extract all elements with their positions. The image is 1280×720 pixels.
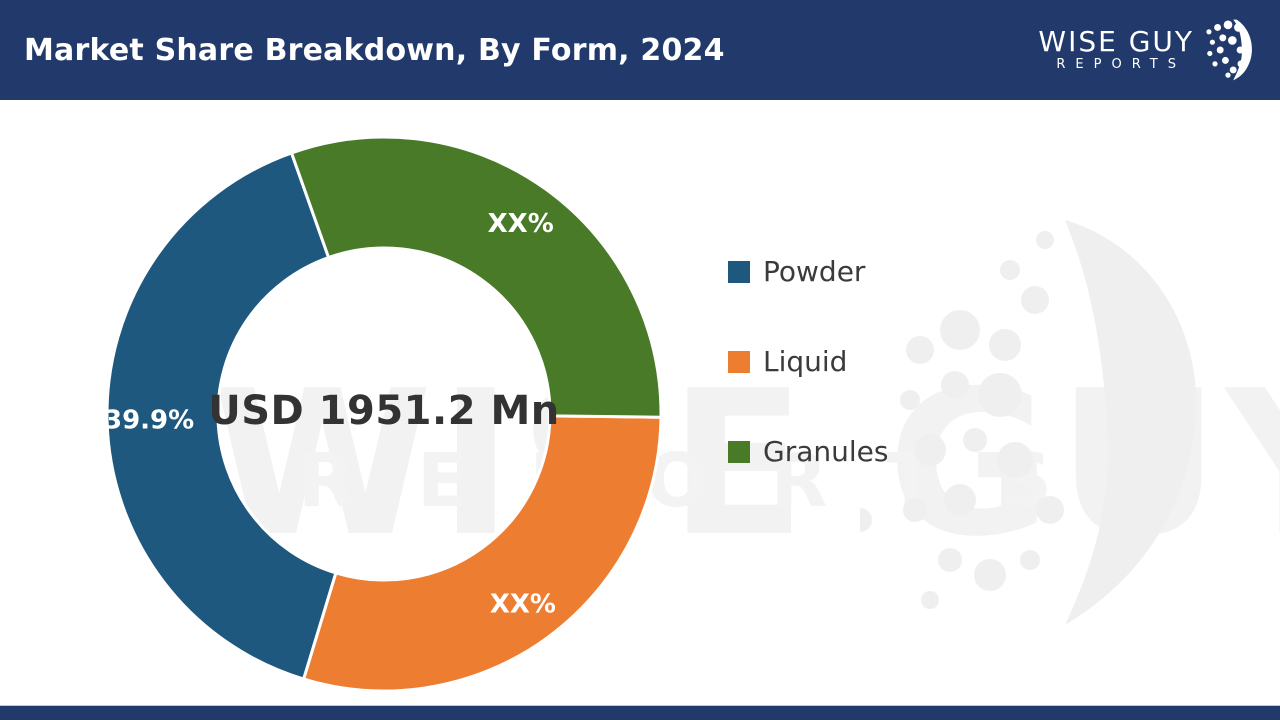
donut-center-value: USD 1951.2 Mn <box>208 388 560 434</box>
legend-label-granules: Granules <box>763 435 889 468</box>
donut-chart: 39.9% XX% XX% <box>104 135 663 693</box>
footer-bar <box>0 705 1280 720</box>
segment-powder <box>105 151 338 681</box>
legend-label-powder: Powder <box>763 255 866 288</box>
segment-label-liquid: XX% <box>490 590 556 620</box>
segment-liquid <box>302 414 663 693</box>
legend: Powder Liquid Granules <box>728 258 888 466</box>
legend-swatch-liquid <box>728 351 750 373</box>
legend-item-liquid: Liquid <box>728 348 888 376</box>
chart-area: WISE GUY REPORTS 39.9% XX% XX% USD 1951.2 … <box>0 100 1280 705</box>
logo-subtitle: REPORTS <box>1056 57 1186 72</box>
legend-item-powder: Powder <box>728 258 888 286</box>
brand-logo: WISE GUY REPORTS <box>1038 18 1280 82</box>
legend-swatch-granules <box>728 441 750 463</box>
legend-item-granules: Granules <box>728 438 888 466</box>
face-dots-icon <box>1206 19 1252 81</box>
logo-wordmark: WISE GUY <box>1038 25 1194 58</box>
page-title: Market Share Breakdown, By Form, 2024 <box>24 32 725 68</box>
watermark-face-dots <box>860 220 1197 625</box>
segment-label-granules: XX% <box>488 209 554 239</box>
legend-label-liquid: Liquid <box>763 345 848 378</box>
header-bar: Market Share Breakdown, By Form, 2024 WI… <box>0 0 1280 100</box>
segment-granules <box>290 135 663 419</box>
segment-label-powder: 39.9% <box>104 406 194 436</box>
logo-text: WISE GUY REPORTS <box>1038 27 1194 73</box>
legend-swatch-powder <box>728 261 750 283</box>
